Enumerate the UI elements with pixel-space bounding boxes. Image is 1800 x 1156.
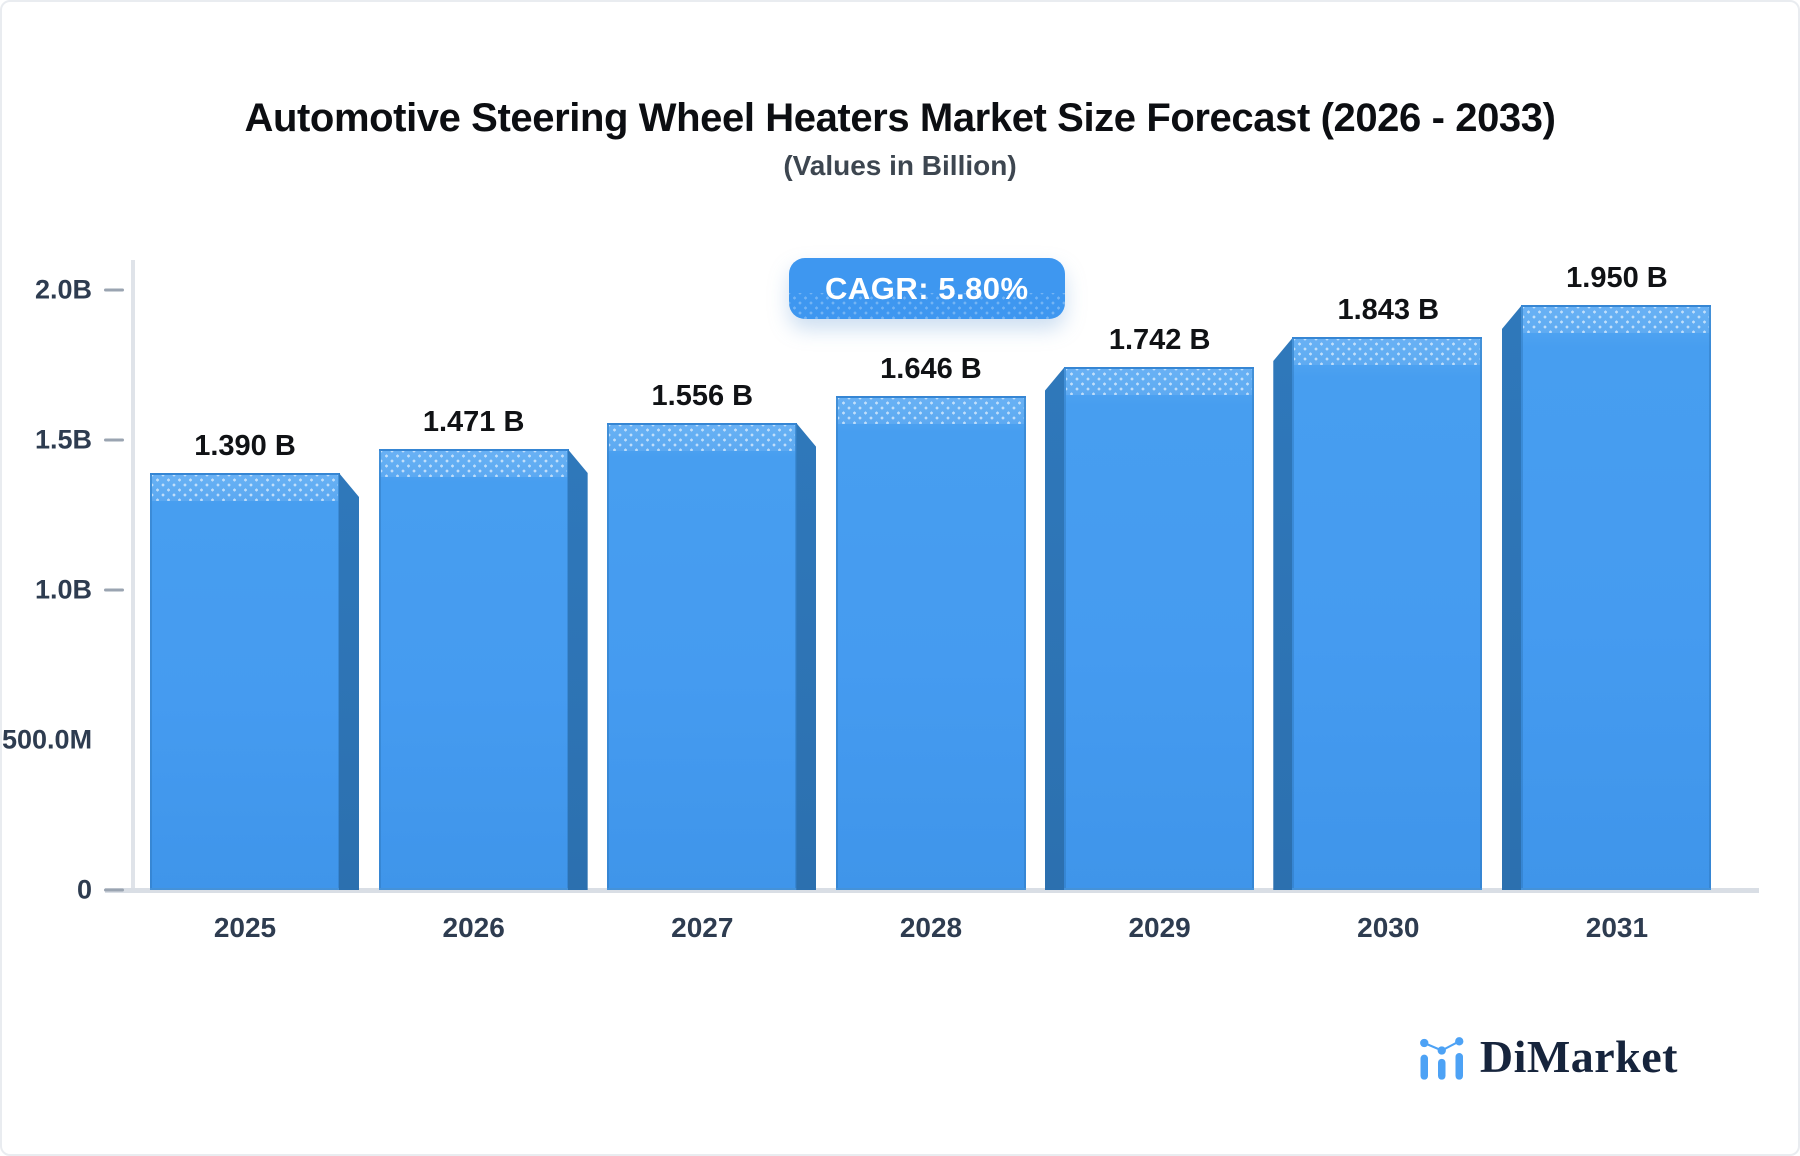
y-tick-dash [104, 288, 124, 292]
bar-front-face [1520, 305, 1711, 890]
x-axis-label-2031: 2031 [1585, 912, 1649, 943]
x-axis-label-2027: 2027 [671, 912, 734, 943]
bar-side-face [567, 449, 588, 890]
bar-value-label-2028: 1.646 B [880, 353, 982, 385]
bar-side-face [339, 473, 359, 890]
bar-2028[interactable] [835, 396, 1026, 890]
y-tick-label: 0 [76, 874, 92, 905]
chart-area: 2.0B 1.5B 1.0B 500.0M 0 1.390 B 2025 1.471 B 20… [2, 260, 1800, 943]
bar-side-face [1044, 367, 1065, 890]
y-tick-1.5B: 1.5B [2, 425, 124, 456]
bar-side-face [1273, 337, 1294, 890]
bar-2026[interactable] [378, 449, 589, 890]
y-tick-0: 0 [2, 875, 124, 906]
y-tick-dash [104, 888, 124, 892]
y-tick-500.0M: 500.0M [2, 725, 124, 756]
bar-front-face [1063, 367, 1254, 890]
chart-title: Automotive Steering Wheel Heaters Market… [244, 96, 1556, 140]
y-tick-label: 1.5B [34, 424, 92, 455]
bar-value-label-2029: 1.742 B [1108, 324, 1211, 356]
bar-2030[interactable] [1273, 337, 1483, 890]
cagr-badge: CAGR: 5.80% [789, 258, 1065, 319]
brand-logo-text: DiMarket [1479, 1031, 1678, 1082]
bar-side-face [1501, 305, 1522, 890]
bar-column-2029: 1.742 B 2029 [1044, 290, 1255, 943]
bar-2025[interactable] [150, 473, 360, 890]
bar-front-face [150, 473, 340, 890]
y-axis-line [131, 260, 135, 890]
bar-value-label-2030: 1.843 B [1337, 294, 1440, 326]
bar-front-face [1292, 337, 1483, 890]
plot-area: 1.390 B 2025 1.471 B 2026 1.556 B 2027 1.646 B… [135, 262, 1757, 943]
bar-value-label-2026: 1.471 B [422, 406, 525, 438]
y-tick-label: 1.0B [34, 574, 92, 605]
y-tick-label: 500.0M [2, 724, 93, 755]
chart-subtitle: (Values in Billion) [783, 150, 1017, 181]
bar-side-face [796, 423, 817, 890]
y-tick-label: 2.0B [34, 274, 92, 305]
bar-column-2026: 1.471 B 2026 [378, 290, 589, 943]
x-axis-baseline [105, 888, 1759, 893]
bar-2029[interactable] [1044, 367, 1255, 890]
bar-column-2030: 1.843 B 2030 [1273, 290, 1483, 943]
x-axis-label-2030: 2030 [1357, 912, 1420, 943]
bar-value-label-2027: 1.556 B [651, 380, 754, 412]
bar-column-2027: 1.556 B 2027 [607, 290, 817, 943]
brand-logo: DiMarket [1418, 1034, 1678, 1080]
y-tick-2.0B: 2.0B [2, 275, 124, 306]
x-axis-label-2026: 2026 [442, 912, 505, 943]
bar-column-2031: 1.950 B 2031 [1501, 262, 1712, 943]
y-tick-1.0B: 1.0B [2, 575, 124, 606]
bar-2027[interactable] [607, 423, 817, 890]
bar-value-label-2025: 1.390 B [194, 430, 296, 462]
bar-front-face [607, 423, 798, 890]
y-tick-dash [104, 438, 124, 442]
bar-front-face [835, 396, 1026, 890]
y-tick-dash [104, 588, 124, 592]
bar-front-face [378, 449, 569, 890]
bar-column-2025: 1.390 B 2025 [150, 290, 360, 943]
bar-column-2028: 1.646 B 2028 [835, 290, 1026, 943]
brand-logo-icon [1419, 1037, 1464, 1080]
x-axis-label-2028: 2028 [899, 912, 963, 943]
bar-2031[interactable] [1501, 305, 1712, 890]
bar-value-label-2031: 1.950 B [1566, 262, 1668, 294]
x-axis-label-2029: 2029 [1128, 912, 1191, 943]
x-axis-label-2025: 2025 [213, 912, 277, 943]
